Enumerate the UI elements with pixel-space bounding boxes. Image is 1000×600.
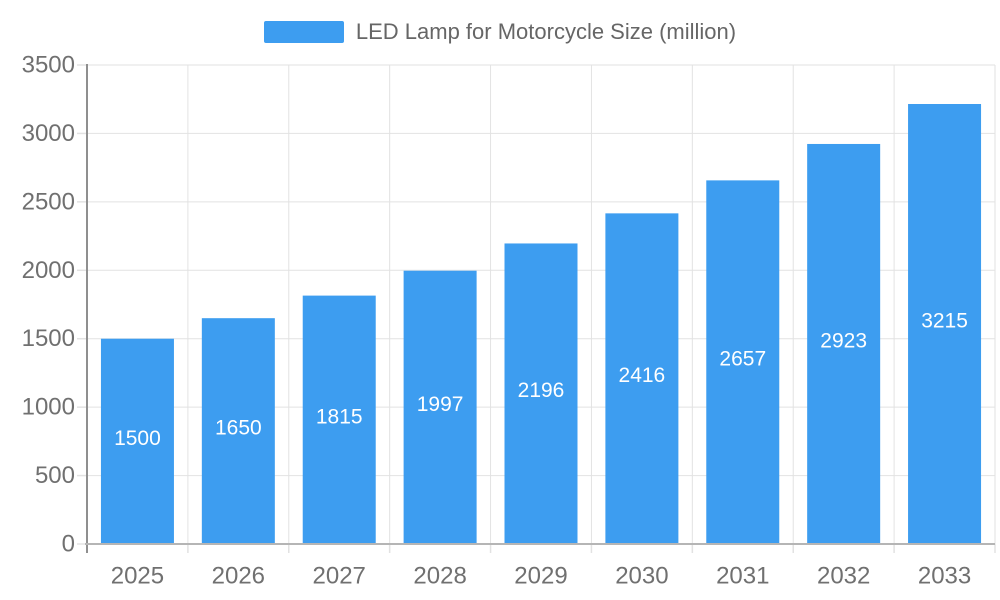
bar[interactable] (908, 104, 982, 545)
bar-value-label: 2657 (719, 348, 766, 371)
x-axis-tick-label: 2033 (918, 563, 971, 590)
bar[interactable] (504, 243, 578, 544)
y-axis-tick-label: 3500 (22, 52, 75, 79)
bar-value-label: 1815 (316, 405, 363, 428)
x-axis-tick-label: 2028 (413, 563, 466, 590)
bar[interactable] (706, 180, 780, 544)
legend-swatch-icon (263, 21, 344, 43)
x-axis-tick-label: 2027 (313, 563, 366, 590)
bar-value-label: 2196 (518, 379, 565, 402)
bar[interactable] (100, 338, 174, 544)
bar[interactable] (201, 318, 275, 544)
bar-value-label: 1500 (114, 427, 161, 450)
bar[interactable] (605, 213, 679, 544)
legend-label: LED Lamp for Motorcycle Size (million) (355, 19, 737, 44)
y-axis-tick-label: 2500 (22, 188, 75, 215)
bar-value-label: 1997 (417, 393, 464, 416)
x-axis-tick-label: 2029 (514, 563, 567, 590)
y-axis-tick-label: 3000 (22, 120, 75, 147)
y-axis-tick-label: 0 (62, 531, 75, 558)
bar-value-label: 2416 (619, 364, 666, 387)
x-axis-tick-label: 2031 (716, 563, 769, 590)
bar[interactable] (807, 143, 881, 545)
y-axis-tick-label: 1000 (22, 394, 75, 421)
bar-value-label: 3215 (921, 310, 968, 333)
y-axis-tick-label: 500 (35, 462, 75, 489)
x-axis-tick-label: 2026 (212, 563, 265, 590)
x-axis-tick-label: 2032 (817, 563, 870, 590)
legend-item[interactable]: LED Lamp for Motorcycle Size (million) (0, 19, 1000, 45)
y-axis-tick-label: 1500 (22, 325, 75, 352)
bar[interactable] (302, 295, 376, 544)
x-axis-tick-label: 2030 (615, 563, 668, 590)
y-axis-tick-label: 2000 (22, 257, 75, 284)
bar[interactable] (403, 270, 477, 544)
x-axis-tick-label: 2025 (111, 563, 164, 590)
bar-value-label: 1650 (215, 417, 262, 440)
bar-value-label: 2923 (820, 329, 867, 352)
